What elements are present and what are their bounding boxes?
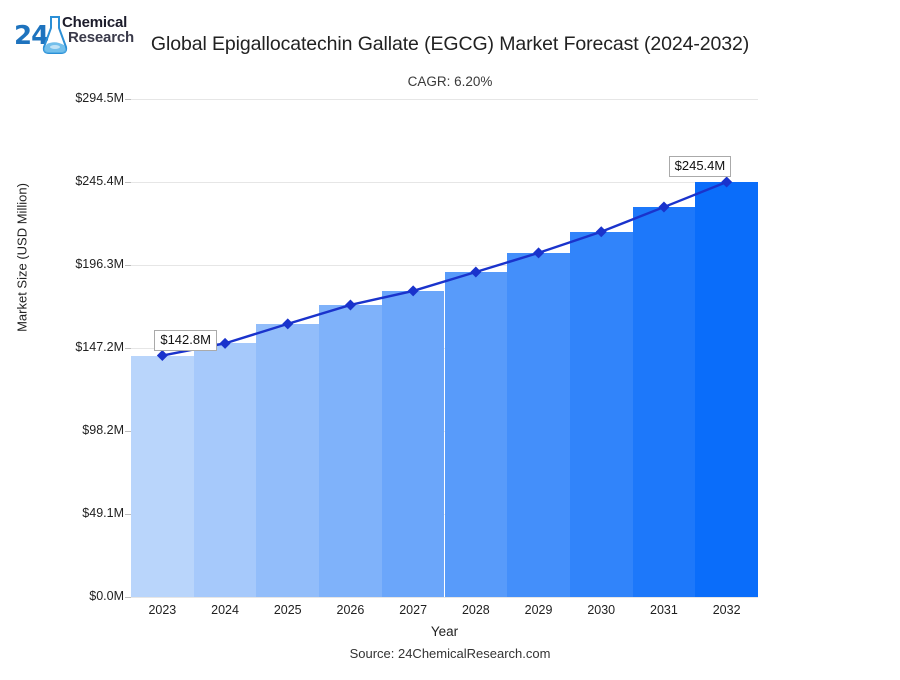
- bar-2029[interactable]: [507, 252, 570, 597]
- y-axis-tickmark: [125, 513, 131, 515]
- y-axis-tick-label: $294.5M: [75, 91, 124, 105]
- y-axis-tick-label: $49.1M: [82, 505, 124, 520]
- gridline: [131, 182, 758, 184]
- y-axis-tickmark: [125, 265, 131, 267]
- x-axis-tick-label-2025: 2025: [273, 603, 302, 617]
- y-axis-tick-label: $196.3M: [75, 257, 124, 272]
- site-logo: 24 Chemical Research: [14, 12, 134, 58]
- x-axis-tick-label-2029: 2029: [524, 603, 553, 617]
- bar-2028[interactable]: [444, 272, 508, 597]
- data-label-2032: $245.4M: [668, 156, 732, 178]
- gridline: [131, 99, 758, 100]
- gridline: [131, 597, 758, 598]
- chart-subtitle-cagr: CAGR: 6.20%: [407, 74, 493, 89]
- x-axis-tick-label-2031: 2031: [650, 603, 678, 617]
- flask-icon: [42, 16, 68, 54]
- y-axis-tickmark: [125, 348, 131, 350]
- x-axis-tick-label-2027: 2027: [399, 603, 428, 617]
- y-axis-tick-label: $147.2M: [75, 340, 124, 355]
- bar-2030[interactable]: [569, 231, 633, 597]
- logo-wordmark: Chemical Research: [62, 15, 134, 46]
- x-axis-tick-label-2024: 2024: [211, 603, 239, 617]
- y-axis-tick-label: $98.2M: [82, 422, 124, 437]
- x-axis-tick-label-2026: 2026: [336, 603, 365, 617]
- x-axis-title: Year: [430, 624, 459, 639]
- y-axis-tickmark: [125, 99, 131, 100]
- logo-line-1: Chemical: [62, 14, 128, 31]
- logo-line-2: Research: [68, 29, 134, 47]
- y-axis-tickmark: [125, 430, 131, 432]
- bar-2026[interactable]: [319, 304, 382, 597]
- data-label-2023: $142.8M: [154, 329, 217, 351]
- x-axis-tick-label-2030: 2030: [587, 603, 616, 617]
- x-axis-tick-label-2028: 2028: [461, 603, 490, 617]
- bar-2027[interactable]: [381, 290, 445, 597]
- bar-2025[interactable]: [256, 323, 320, 597]
- x-axis-tick-label-2032: 2032: [712, 603, 741, 617]
- y-axis-tick-label: $245.4M: [75, 174, 124, 189]
- y-axis-tick-label: $0.0M: [89, 589, 124, 603]
- y-axis-tick-labels: $0.0M $49.1M $98.2M $147.2M $196.3M $245.4M $2…: [0, 91, 124, 603]
- y-axis-tickmark: [125, 182, 131, 184]
- bar-2031[interactable]: [632, 207, 696, 597]
- x-axis-tick-label-2023: 2023: [148, 603, 177, 617]
- bar-2024[interactable]: [193, 343, 257, 597]
- bar-2032[interactable]: [695, 182, 758, 597]
- plot-area: $142.8M $245.4M: [131, 99, 758, 598]
- bar-2023[interactable]: [131, 355, 194, 597]
- chart-title: Global Epigallocatechin Gallate (EGCG) M…: [150, 33, 750, 55]
- x-axis-tick-labels: 2023 2024 2025 2026 2027 2028 2029 2030 2031 2032: [131, 603, 758, 625]
- y-axis-tickmark: [125, 597, 131, 598]
- source-note: Source: 24ChemicalResearch.com: [349, 646, 551, 661]
